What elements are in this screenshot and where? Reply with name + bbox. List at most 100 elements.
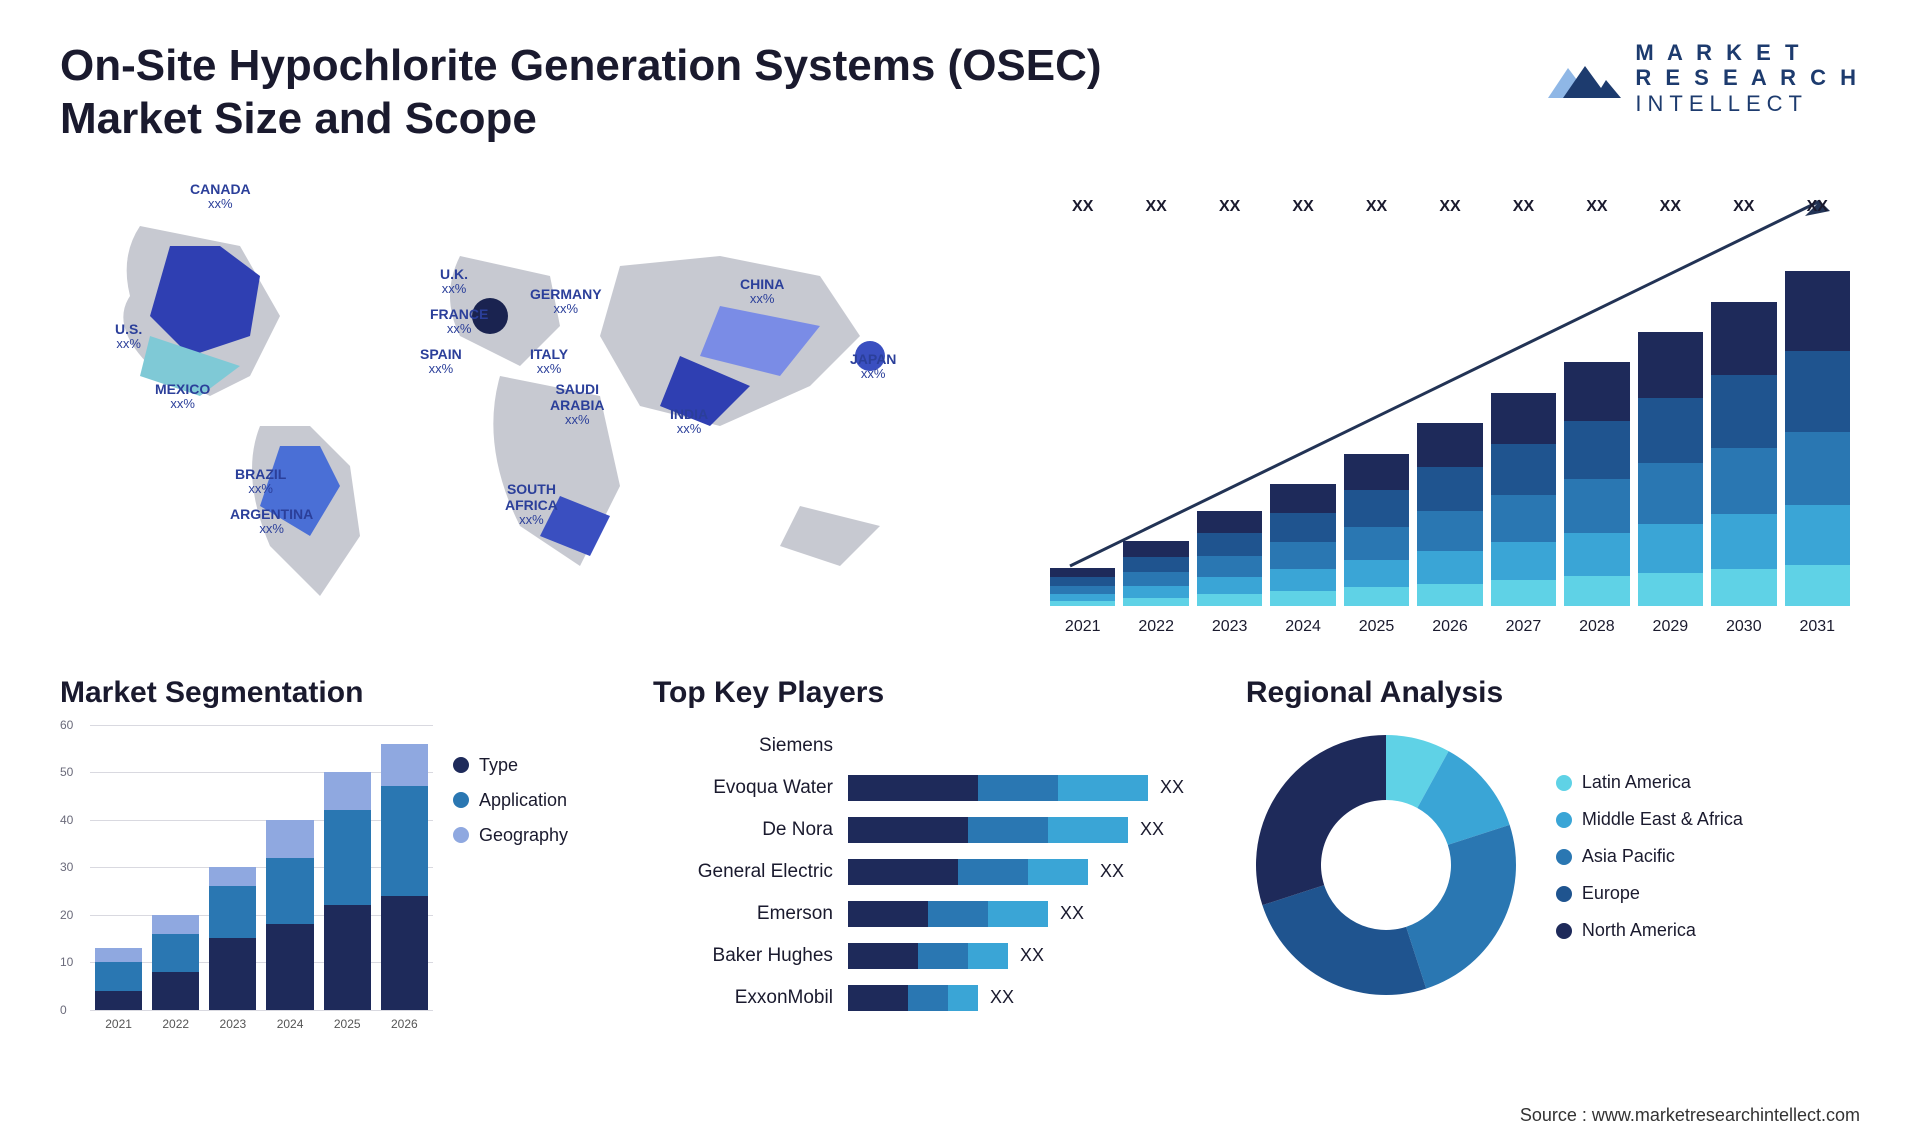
map-label: MEXICOxx%: [155, 381, 210, 412]
player-name: De Nora: [653, 809, 833, 851]
legend-item: Type: [453, 755, 623, 776]
players-bars: XX XX XX XX XX XX: [848, 725, 1216, 1019]
source-text: Source : www.marketresearchintellect.com: [1520, 1105, 1860, 1126]
seg-ylabel: 40: [60, 813, 73, 827]
legend-item: Latin America: [1556, 772, 1743, 793]
page-title: On-Site Hypochlorite Generation Systems …: [60, 40, 1160, 146]
main-bar: XX: [1491, 226, 1556, 606]
seg-xaxis-label: 2026: [381, 1017, 428, 1031]
seg-bar: [381, 725, 428, 1010]
player-name: Emerson: [653, 893, 833, 935]
segmentation-legend: Type Application Geography: [453, 725, 623, 1035]
map-label: U.S.xx%: [115, 321, 142, 352]
players-panel: Top Key Players SiemensEvoqua WaterDe No…: [653, 676, 1216, 1035]
donut-slice: [1406, 824, 1516, 988]
seg-ylabel: 30: [60, 860, 73, 874]
main-xaxis-label: 2029: [1638, 618, 1703, 636]
main-bar: XX: [1785, 226, 1850, 606]
map-label: ARGENTINAxx%: [230, 506, 313, 537]
bar-value-label: XX: [1785, 198, 1850, 216]
seg-bar: [152, 725, 199, 1010]
main-bar: XX: [1711, 226, 1776, 606]
seg-ylabel: 0: [60, 1003, 67, 1017]
main-xaxis-label: 2023: [1197, 618, 1262, 636]
seg-bar: [209, 725, 256, 1010]
player-name: Siemens: [653, 725, 833, 767]
map-label: INDIAxx%: [670, 406, 708, 437]
logo: M A R K E T R E S E A R C H INTELLECT: [1543, 40, 1860, 116]
main-xaxis-label: 2025: [1344, 618, 1409, 636]
player-bar-row: XX: [848, 851, 1216, 893]
main-xaxis-label: 2024: [1270, 618, 1335, 636]
player-value: XX: [1020, 945, 1044, 966]
main-bar: XX: [1344, 226, 1409, 606]
seg-ylabel: 20: [60, 908, 73, 922]
main-xaxis-label: 2021: [1050, 618, 1115, 636]
main-xaxis-label: 2031: [1785, 618, 1850, 636]
bar-value-label: XX: [1197, 198, 1262, 216]
main-bar: XX: [1564, 226, 1629, 606]
seg-xaxis-label: 2022: [152, 1017, 199, 1031]
bar-value-label: XX: [1491, 198, 1556, 216]
map-label: JAPANxx%: [850, 351, 896, 382]
seg-ylabel: 10: [60, 955, 73, 969]
bar-value-label: XX: [1638, 198, 1703, 216]
map-label: SOUTHAFRICAxx%: [505, 481, 558, 528]
donut-chart: [1246, 725, 1526, 1005]
main-bar: XX: [1270, 226, 1335, 606]
player-bar-row: XX: [848, 977, 1216, 1019]
player-value: XX: [990, 987, 1014, 1008]
main-bar: XX: [1417, 226, 1482, 606]
player-name: Baker Hughes: [653, 935, 833, 977]
players-names: SiemensEvoqua WaterDe NoraGeneral Electr…: [653, 725, 833, 1019]
main-xaxis-label: 2026: [1417, 618, 1482, 636]
player-name: Evoqua Water: [653, 767, 833, 809]
legend-item: North America: [1556, 920, 1743, 941]
legend-item: Application: [453, 790, 623, 811]
logo-line1: M A R K E T: [1635, 40, 1860, 65]
main-bar: XX: [1123, 226, 1188, 606]
map-label: CANADAxx%: [190, 181, 251, 212]
map-label: GERMANYxx%: [530, 286, 602, 317]
seg-xaxis-label: 2023: [209, 1017, 256, 1031]
player-name: General Electric: [653, 851, 833, 893]
bar-value-label: XX: [1123, 198, 1188, 216]
donut-slice: [1262, 885, 1426, 995]
main-bar: XX: [1638, 226, 1703, 606]
player-value: XX: [1060, 903, 1084, 924]
seg-xaxis-label: 2021: [95, 1017, 142, 1031]
bar-value-label: XX: [1270, 198, 1335, 216]
seg-bar: [324, 725, 371, 1010]
logo-line3: INTELLECT: [1635, 91, 1860, 116]
legend-item: Middle East & Africa: [1556, 809, 1743, 830]
bar-value-label: XX: [1344, 198, 1409, 216]
bar-value-label: XX: [1711, 198, 1776, 216]
player-value: XX: [1140, 819, 1164, 840]
main-xaxis-label: 2030: [1711, 618, 1776, 636]
logo-icon: [1543, 48, 1623, 108]
main-bar: XX: [1050, 226, 1115, 606]
map-label: FRANCExx%: [430, 306, 488, 337]
segmentation-panel: Market Segmentation 0102030405060 202120…: [60, 676, 623, 1035]
player-bar-row: XX: [848, 935, 1216, 977]
player-bar-row: XX: [848, 767, 1216, 809]
logo-line2: R E S E A R C H: [1635, 65, 1860, 90]
map-label: SPAINxx%: [420, 346, 462, 377]
player-value: XX: [1160, 777, 1184, 798]
world-map: CANADAxx%U.S.xx%MEXICOxx%BRAZILxx%ARGENT…: [60, 166, 1000, 646]
region-legend: Latin AmericaMiddle East & AfricaAsia Pa…: [1556, 772, 1743, 957]
seg-ylabel: 60: [60, 718, 73, 732]
main-xaxis-label: 2027: [1491, 618, 1556, 636]
main-bar: XX: [1197, 226, 1262, 606]
player-value: XX: [1100, 861, 1124, 882]
seg-bar: [95, 725, 142, 1010]
donut-slice: [1256, 735, 1386, 905]
main-xaxis-label: 2028: [1564, 618, 1629, 636]
segmentation-title: Market Segmentation: [60, 676, 623, 710]
player-bar-row: XX: [848, 809, 1216, 851]
map-label: U.K.xx%: [440, 266, 468, 297]
legend-item: Europe: [1556, 883, 1743, 904]
map-label: CHINAxx%: [740, 276, 784, 307]
legend-item: Geography: [453, 825, 623, 846]
bar-value-label: XX: [1417, 198, 1482, 216]
